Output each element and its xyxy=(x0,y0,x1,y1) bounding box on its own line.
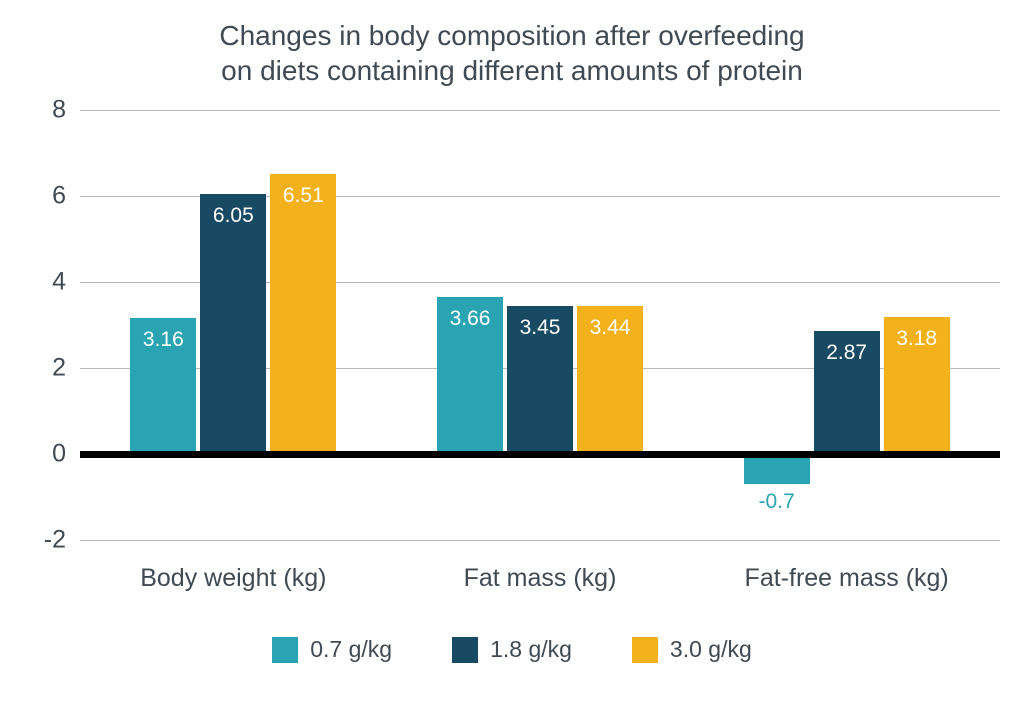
zero-line xyxy=(80,451,1000,458)
chart-title: Changes in body composition after overfe… xyxy=(0,0,1024,88)
plot-area: -2024683.166.056.51Body weight (kg)3.663… xyxy=(80,110,1000,540)
category-label: Fat mass (kg) xyxy=(464,564,617,593)
bar-value-label: 3.16 xyxy=(143,328,184,352)
bar-value-label: 6.05 xyxy=(213,204,254,228)
y-tick-label: 2 xyxy=(52,354,80,383)
gridline xyxy=(80,110,1000,111)
y-tick-label: 0 xyxy=(52,440,80,469)
legend-swatch xyxy=(632,637,658,663)
chart-title-line1: Changes in body composition after overfe… xyxy=(219,20,804,51)
legend-item: 1.8 g/kg xyxy=(452,636,572,663)
chart-title-line2: on diets containing different amounts of… xyxy=(221,55,803,86)
bar: 3.44 xyxy=(577,306,643,454)
bar-value-label: 3.44 xyxy=(590,316,631,340)
bar-value-label: 3.18 xyxy=(896,327,937,351)
y-tick-label: 8 xyxy=(52,96,80,125)
legend-item: 3.0 g/kg xyxy=(632,636,752,663)
bar-chart: Changes in body composition after overfe… xyxy=(0,0,1024,708)
bar: 3.18 xyxy=(884,317,950,454)
bar-value-label: -0.7 xyxy=(759,490,795,514)
legend-item: 0.7 g/kg xyxy=(272,636,392,663)
y-tick-label: 6 xyxy=(52,182,80,211)
legend-label: 1.8 g/kg xyxy=(490,636,572,663)
bar: 6.05 xyxy=(200,194,266,454)
bar-value-label: 2.87 xyxy=(826,341,867,365)
legend-swatch xyxy=(272,637,298,663)
gridline xyxy=(80,540,1000,541)
category-label: Body weight (kg) xyxy=(140,564,326,593)
bar: 6.51 xyxy=(270,174,336,454)
legend-swatch xyxy=(452,637,478,663)
bar: 2.87 xyxy=(814,331,880,454)
bar: -0.7 xyxy=(744,454,810,484)
bar-value-label: 3.45 xyxy=(520,316,561,340)
legend-label: 0.7 g/kg xyxy=(310,636,392,663)
bar: 3.66 xyxy=(437,297,503,454)
category-label: Fat-free mass (kg) xyxy=(745,564,949,593)
bar-value-label: 3.66 xyxy=(450,307,491,331)
legend: 0.7 g/kg 1.8 g/kg 3.0 g/kg xyxy=(0,636,1024,663)
legend-label: 3.0 g/kg xyxy=(670,636,752,663)
y-tick-label: -2 xyxy=(44,526,80,555)
bar-value-label: 6.51 xyxy=(283,184,324,208)
bar: 3.45 xyxy=(507,306,573,454)
bar: 3.16 xyxy=(130,318,196,454)
y-tick-label: 4 xyxy=(52,268,80,297)
